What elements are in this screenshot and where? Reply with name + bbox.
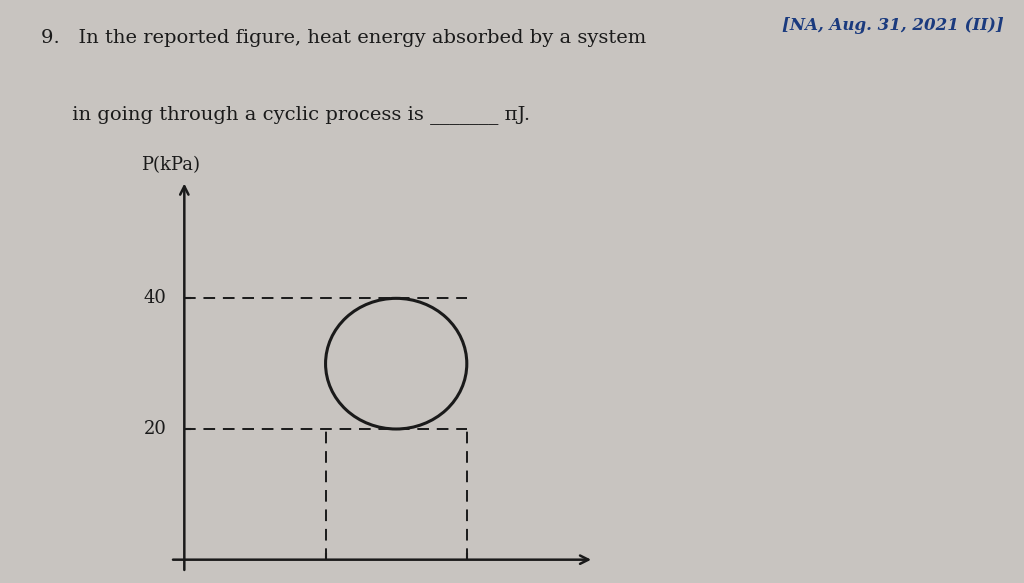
Text: 9.   In the reported figure, heat energy absorbed by a system: 9. In the reported figure, heat energy a… bbox=[41, 29, 646, 47]
Text: P(kPa): P(kPa) bbox=[140, 156, 200, 174]
Text: in going through a cyclic process is _______ πJ.: in going through a cyclic process is ___… bbox=[41, 105, 530, 124]
Text: [NA, Aug. 31, 2021 (II)]: [NA, Aug. 31, 2021 (II)] bbox=[781, 17, 1004, 34]
Text: 20: 20 bbox=[143, 420, 167, 438]
Text: 40: 40 bbox=[143, 289, 167, 307]
